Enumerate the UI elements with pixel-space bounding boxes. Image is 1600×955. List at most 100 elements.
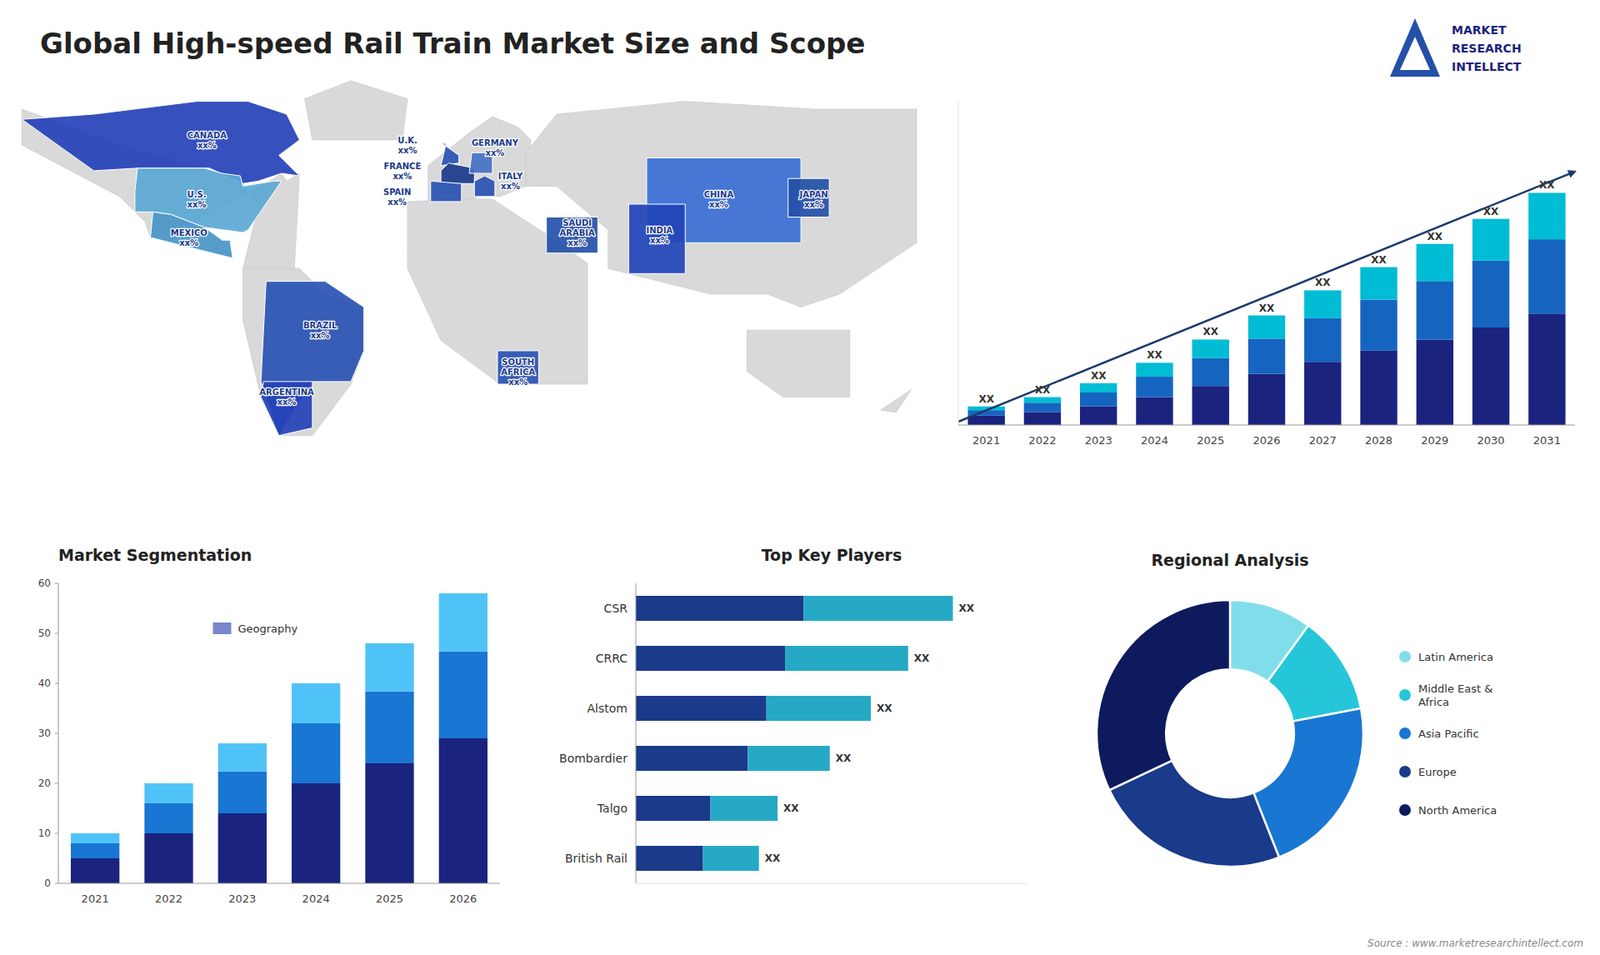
text-line: xx%	[179, 238, 199, 248]
chart-title: Regional Analysis	[1150, 550, 1309, 570]
data-label: XX	[1370, 254, 1387, 266]
text-line: GERMANY	[471, 138, 520, 148]
country	[474, 175, 495, 197]
chart-title: Market Segmentation	[58, 545, 252, 565]
background	[0, 0, 1600, 955]
data-label: XX	[1259, 302, 1275, 315]
bar-segment	[1472, 219, 1510, 261]
y-tick-label: British Rail	[565, 851, 628, 865]
text-line: U.S.	[187, 189, 207, 199]
bar-segment	[1080, 392, 1117, 407]
text-line: xx%	[398, 145, 418, 155]
bar-segment	[1192, 358, 1230, 386]
data-label: XX	[835, 752, 852, 765]
x-tick-label: 2025	[375, 892, 404, 905]
y-tick-label: 60	[38, 577, 51, 590]
bar-segment	[1360, 267, 1397, 300]
bar-segment	[1416, 339, 1454, 425]
text-line: MEXICO	[170, 228, 208, 238]
bar-segment	[70, 843, 120, 859]
data-label: XX	[1202, 325, 1219, 338]
plot-area	[967, 192, 1565, 425]
text-line: XX	[876, 702, 893, 715]
text-line: 10	[38, 827, 51, 840]
y-tick	[55, 583, 59, 585]
bar-segment	[1080, 406, 1117, 425]
country	[430, 180, 462, 202]
text-line: 2025	[1196, 434, 1225, 447]
text-line: Europe	[1418, 765, 1457, 779]
text-line: XX	[978, 393, 995, 405]
bar-segment	[635, 745, 748, 771]
x-axis	[58, 883, 500, 885]
bar-segment	[1304, 318, 1341, 362]
y-tick-label: Alstom	[587, 701, 628, 715]
x-tick-label: 2021	[81, 892, 110, 905]
text-line: Alstom	[587, 701, 628, 715]
x-tick-label: 2031	[1533, 434, 1561, 447]
text-line: XX	[1315, 276, 1331, 289]
country-label: FRANCExx%	[383, 160, 421, 180]
text-line: 60	[38, 577, 51, 590]
bar-segment	[1528, 313, 1565, 425]
text-line: ITALY	[498, 171, 524, 181]
text-line: 2029	[1420, 434, 1449, 447]
y-tick-label: 40	[38, 677, 51, 690]
country-label: ARGENTINAxx%	[259, 387, 315, 407]
text-line: British Rail	[565, 851, 628, 865]
text-line: xx%	[387, 196, 407, 206]
bar-segment	[144, 783, 193, 804]
legend-marker	[1399, 804, 1411, 816]
bar-segment	[1135, 397, 1173, 425]
country	[628, 204, 685, 274]
bar-segment	[1528, 192, 1565, 240]
y-tick	[55, 683, 59, 685]
logo-text: MARKET	[1451, 23, 1507, 37]
country-label: INDIAxx%	[645, 225, 673, 245]
bar-segment	[1528, 239, 1565, 314]
x-tick-label: 2022	[1028, 434, 1056, 447]
text-line: XX	[765, 852, 781, 865]
text-line: 2022	[155, 892, 183, 905]
text-line: CHINA	[704, 189, 735, 199]
y-tick-label: Bombardier	[559, 751, 628, 765]
text-line: XX	[1539, 179, 1555, 191]
text-line: XX	[835, 752, 852, 765]
data-label: XX	[1427, 230, 1444, 243]
data-label: XX	[914, 652, 930, 665]
bar-segment	[1304, 290, 1341, 318]
data-label: XX	[876, 702, 893, 715]
continent	[305, 80, 408, 140]
data-label: XX	[1315, 276, 1331, 289]
y-tick-label: 0	[44, 877, 51, 890]
country-label: BRAZILxx%	[303, 320, 338, 340]
text-line: 2025	[375, 892, 404, 905]
text-line: INTELLECT	[1451, 60, 1522, 74]
text-line: xx%	[277, 397, 297, 407]
country-label: SPAINxx%	[383, 186, 411, 206]
text-line: xx%	[197, 140, 217, 150]
bar-chart: Market Segmentation010203040506020212022…	[38, 545, 500, 905]
bar-segment	[1080, 383, 1117, 393]
text-line: SAUDI	[562, 217, 592, 227]
text-line: XX	[1202, 325, 1219, 338]
bar-segment	[635, 645, 785, 671]
bar-segment	[1360, 300, 1397, 351]
bar-segment	[1192, 385, 1230, 425]
y-tick-label: 10	[38, 827, 51, 840]
y-tick-label: 50	[38, 627, 51, 640]
country	[646, 158, 801, 244]
x-tick-label: 2023	[228, 892, 256, 905]
bar-segment	[70, 833, 120, 844]
x-tick-label: 2027	[1309, 434, 1337, 447]
text-line: xx%	[500, 181, 520, 191]
x-tick-label: 2023	[1085, 434, 1113, 447]
legend-label: Geography	[238, 622, 299, 635]
legend-label: Europe	[1418, 765, 1457, 779]
y-tick	[55, 633, 59, 635]
page: CANADAxx%U.S.xx%MEXICOxx%BRAZILxx%ARGENT…	[0, 0, 1600, 955]
text-line: 2031	[1533, 434, 1561, 447]
data-label: XX	[1146, 349, 1163, 361]
bar-segment	[439, 593, 488, 652]
y-tick-label: CRRC	[595, 651, 629, 665]
